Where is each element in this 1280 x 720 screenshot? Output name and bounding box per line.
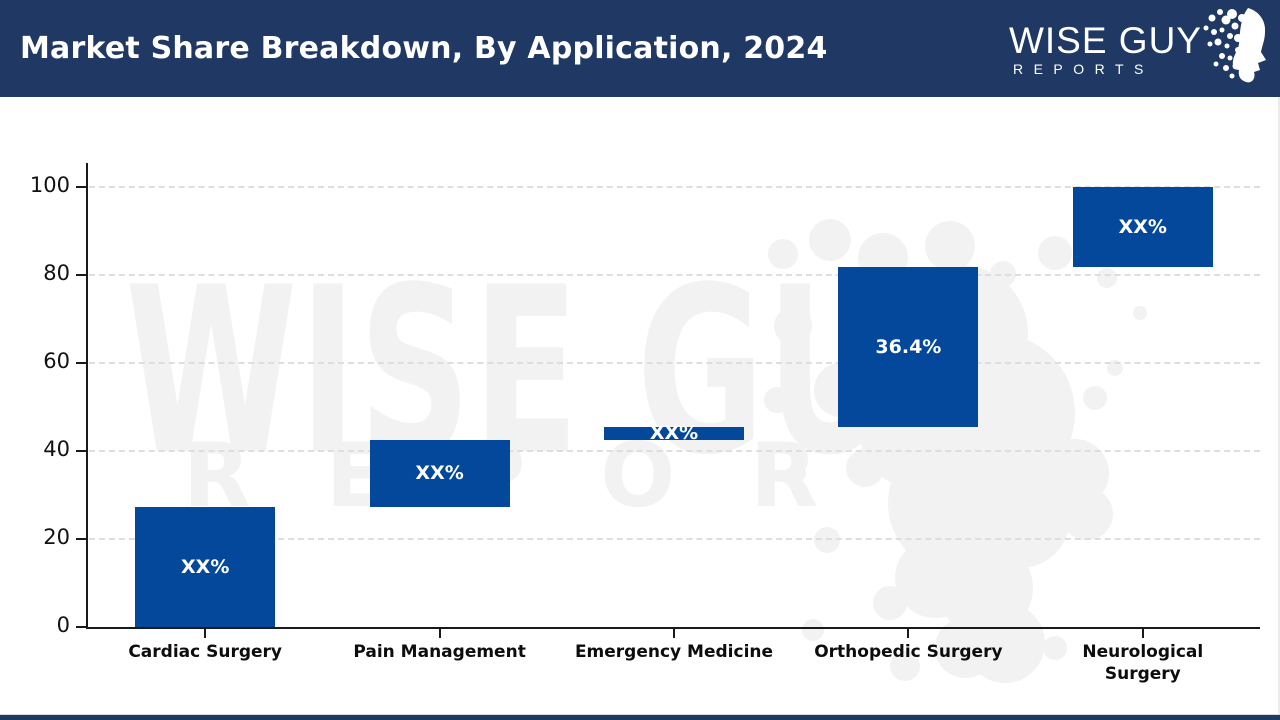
bar-emergency-medicine: XX% xyxy=(604,422,744,444)
y-tick-label-0: 0 xyxy=(56,613,70,637)
y-tick-label-20: 20 xyxy=(43,525,70,549)
x-tick-orthopedic-surgery xyxy=(907,629,910,638)
x-tick-label-cardiac-surgery: Cardiac Surgery xyxy=(128,642,283,662)
logo-brand-name: WISE GUY xyxy=(1008,19,1202,61)
bar-value-label: XX% xyxy=(1118,215,1167,238)
logo-text: WISE GUY REPORTS xyxy=(1009,20,1202,77)
y-axis-spine xyxy=(86,163,88,629)
x-tick-label-neurological-surgery: Neurological Surgery xyxy=(1082,642,1204,685)
x-tick-cardiac-surgery xyxy=(204,629,207,638)
y-tick-label-40: 40 xyxy=(43,437,70,461)
logo-face-icon xyxy=(1203,8,1266,83)
bar-neurological-surgery: XX% xyxy=(1072,187,1213,267)
header: Market Share Breakdown, By Application, … xyxy=(0,0,1280,97)
gridline-60 xyxy=(89,362,1260,364)
y-tick-label-60: 60 xyxy=(43,349,70,373)
wise-guy-logo: WISE GUY REPORTS xyxy=(1009,6,1268,90)
gridline-20 xyxy=(89,538,1260,540)
gridline-100 xyxy=(89,186,1260,188)
x-tick-neurological-surgery xyxy=(1141,629,1144,638)
logo-brand-subtitle: REPORTS xyxy=(1012,61,1154,78)
bar-cardiac-surgery: XX% xyxy=(135,506,276,627)
bar-value-label: XX% xyxy=(649,422,699,445)
x-axis-spine xyxy=(86,627,1260,629)
x-tick-label-orthopedic-surgery: Orthopedic Surgery xyxy=(814,642,1003,662)
bar-value-label: 36.4% xyxy=(875,335,942,358)
y-tick-60 xyxy=(76,362,86,364)
x-tick-emergency-medicine xyxy=(673,629,675,638)
footer-bar xyxy=(0,714,1280,720)
gridline-40 xyxy=(89,450,1260,452)
bar-orthopedic-surgery: 36.4% xyxy=(838,266,979,427)
y-tick-80 xyxy=(76,274,86,276)
x-tick-label-emergency-medicine: Emergency Medicine xyxy=(574,642,774,662)
gridline-80 xyxy=(89,274,1260,276)
y-tick-20 xyxy=(76,538,86,540)
x-tick-pain-management xyxy=(438,629,441,638)
y-tick-40 xyxy=(76,450,86,452)
right-edge-line xyxy=(1278,97,1280,715)
bar-pain-management: XX% xyxy=(369,440,510,507)
bar-value-label: XX% xyxy=(415,462,464,485)
y-tick-0 xyxy=(76,626,86,628)
x-tick-label-pain-management: Pain Management xyxy=(353,642,526,662)
y-tick-label-80: 80 xyxy=(43,261,70,285)
page-title: Market Share Breakdown, By Application, … xyxy=(20,31,828,66)
y-tick-100 xyxy=(76,186,86,188)
bar-value-label: XX% xyxy=(181,555,230,578)
y-tick-label-100: 100 xyxy=(29,173,70,197)
